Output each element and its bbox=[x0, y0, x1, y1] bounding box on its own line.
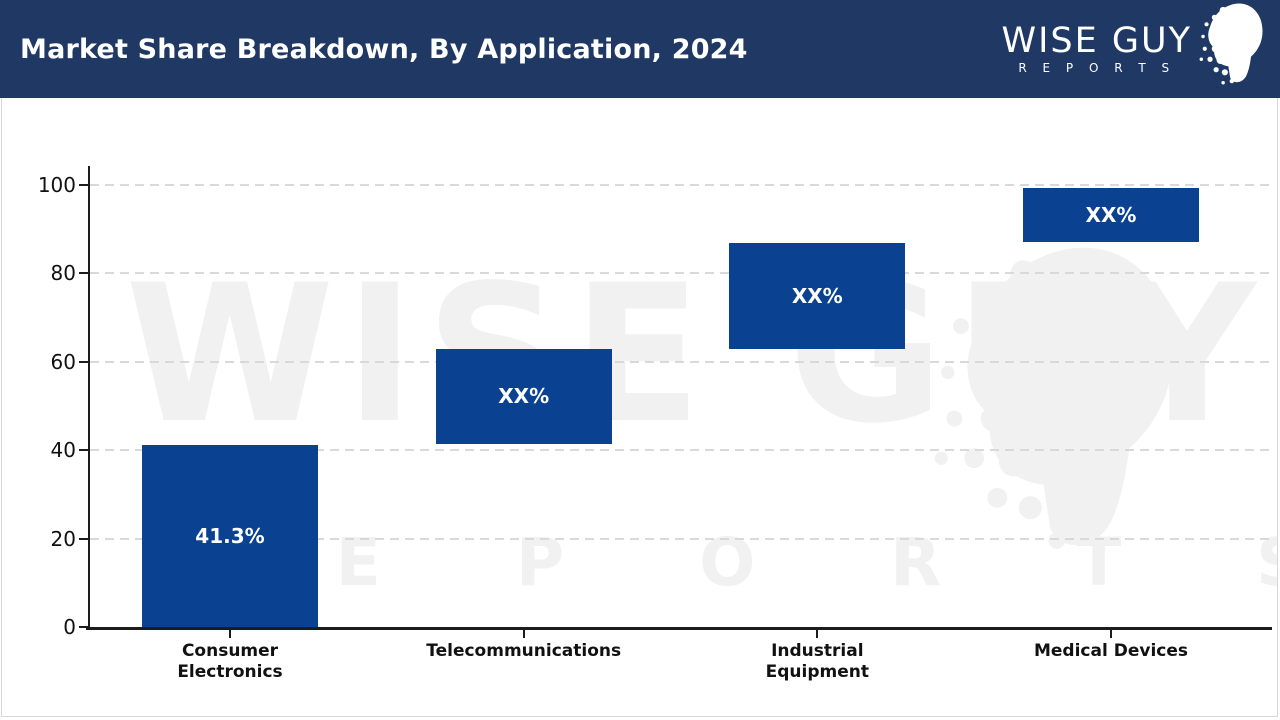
y-axis bbox=[88, 166, 90, 629]
y-tick-label: 40 bbox=[50, 438, 76, 463]
gridline-60 bbox=[90, 360, 1272, 363]
gridline-20 bbox=[90, 537, 1272, 540]
gridline-100 bbox=[90, 184, 1272, 186]
logo-wordmark: WISE GUY bbox=[1001, 21, 1192, 61]
bar-4: XX% bbox=[1023, 188, 1199, 243]
x-tick-4 bbox=[1110, 630, 1112, 638]
chart-area: WISE GUY R E P O R T S 0 20 40 60 80 100 41.3%… bbox=[2, 98, 1277, 716]
y-tick-label: 0 bbox=[63, 615, 76, 639]
logo-subtitle: R E P O R T S bbox=[1018, 61, 1176, 75]
bar-1: 41.3% bbox=[142, 444, 318, 627]
x-tick-2 bbox=[522, 630, 525, 638]
bar-value-label: XX% bbox=[1085, 203, 1137, 228]
bar-2: XX% bbox=[435, 348, 612, 445]
x-axis-label: Telecommunications bbox=[384, 641, 664, 662]
x-axis-label-line: Electronics bbox=[177, 662, 283, 682]
x-axis-label-line: Telecommunications bbox=[426, 641, 622, 661]
bar-value-label: XX% bbox=[498, 384, 550, 409]
wiseguy-head-icon bbox=[1178, 0, 1270, 99]
logo-text: WISE GUY R E P O R T S bbox=[1001, 22, 1192, 76]
y-tick-60 bbox=[79, 360, 88, 363]
header-bar: Market Share Breakdown, By Application, … bbox=[0, 0, 1280, 98]
x-axis bbox=[86, 627, 1272, 630]
watermark-head-icon bbox=[862, 226, 1192, 602]
page-title: Market Share Breakdown, By Application, … bbox=[20, 33, 748, 65]
y-tick-label: 80 bbox=[50, 261, 76, 286]
x-axis-label: Consumer Electronics bbox=[90, 641, 370, 683]
y-tick-20 bbox=[79, 537, 88, 540]
wiseguy-logo: WISE GUY R E P O R T S bbox=[1001, 0, 1280, 99]
y-tick-0 bbox=[79, 626, 88, 628]
x-axis-label: Industrial Equipment bbox=[677, 641, 957, 683]
bar-3: XX% bbox=[729, 242, 906, 349]
chart-card: WISE GUY R E P O R T S 0 20 40 60 80 100 41.3%… bbox=[1, 98, 1278, 717]
y-tick-label: 20 bbox=[50, 526, 76, 551]
bar-value-label: XX% bbox=[791, 283, 843, 308]
y-tick-40 bbox=[79, 449, 88, 452]
x-tick-3 bbox=[816, 630, 819, 638]
y-tick-100 bbox=[79, 184, 88, 186]
x-axis-label-line: Equipment bbox=[765, 662, 869, 682]
x-axis-label-line: Medical Devices bbox=[1033, 641, 1188, 661]
x-axis-label-line: Consumer bbox=[181, 641, 279, 661]
y-tick-label: 100 bbox=[37, 173, 76, 197]
gridline-40 bbox=[90, 449, 1272, 452]
y-tick-label: 60 bbox=[50, 349, 76, 374]
x-axis-label: Medical Devices bbox=[971, 641, 1251, 662]
gridline-80 bbox=[90, 272, 1272, 275]
y-tick-80 bbox=[79, 272, 88, 275]
x-axis-label-line: Industrial bbox=[771, 641, 864, 661]
x-tick-1 bbox=[229, 630, 231, 638]
bar-value-label: 41.3% bbox=[195, 523, 265, 548]
